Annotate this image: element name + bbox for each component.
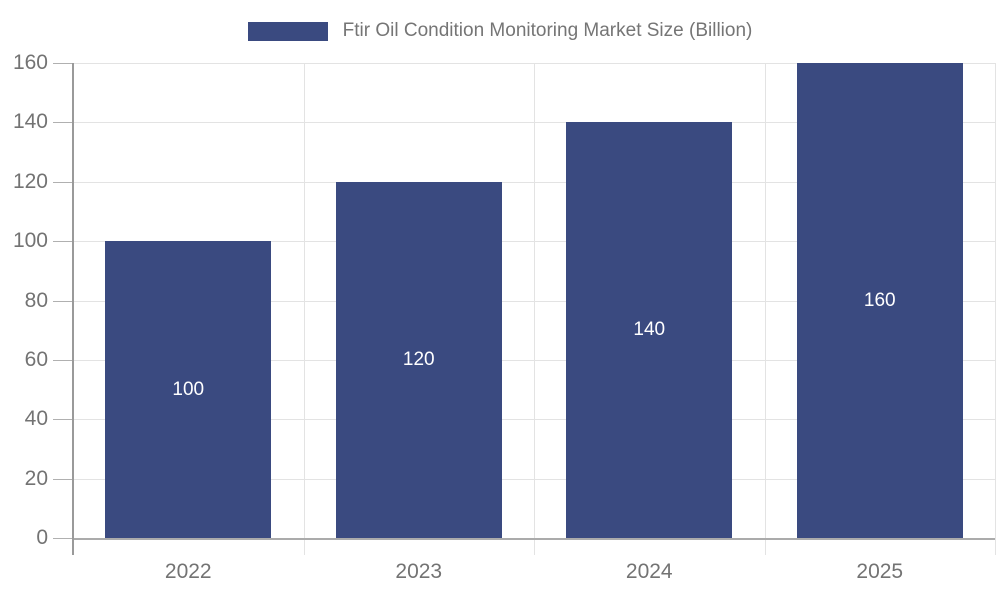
y-axis-tick [53,478,73,480]
y-axis-tick-label: 60 [24,347,48,371]
y-axis-tick-label: 0 [36,526,48,549]
bar-2022[interactable] [105,241,272,538]
y-axis-tick [53,538,73,539]
y-axis-tick-label: 80 [24,288,48,312]
y-axis-tick [53,122,73,124]
v-gridline [534,63,535,555]
v-gridline [995,63,996,555]
y-axis-tick [53,359,73,361]
y-axis-tick [53,300,73,302]
y-axis-tick-label: 20 [24,466,48,490]
y-axis-tick [53,63,73,64]
bar-value-label: 160 [863,289,896,311]
y-axis-line [72,63,74,555]
y-axis-tick-label: 160 [12,51,48,74]
bar-value-label: 100 [172,378,205,400]
y-axis-tick-label: 100 [12,229,48,253]
y-axis-tick [53,419,73,421]
bar-2023[interactable] [335,181,502,538]
legend-label: Ftir Oil Condition Monitoring Market Siz… [342,20,753,41]
x-axis-category-label: 2023 [395,560,443,583]
y-axis-tick-label: 140 [12,110,48,134]
x-axis-category-label: 2025 [856,560,904,583]
y-axis-tick [53,181,73,183]
y-axis-tick [53,241,73,243]
bar-2024[interactable] [566,122,733,538]
x-axis-line [73,538,995,540]
x-axis-category-label: 2024 [625,560,673,583]
bar-value-label: 120 [402,348,435,370]
legend[interactable]: Ftir Oil Condition Monitoring Market Siz… [0,20,1000,42]
legend-swatch [247,21,328,41]
v-gridline [303,63,305,555]
y-axis-tick-label: 40 [24,407,48,431]
bar-value-label: 140 [633,319,666,341]
y-axis-tick-label: 120 [12,169,48,193]
bar-2025[interactable] [796,63,963,538]
plot-area: 0 20 40 60 80 100 120 140 160 100 2022 120 2023 140 20… [13,51,996,583]
v-gridline [764,63,766,555]
x-axis-category-label: 2022 [164,560,212,583]
